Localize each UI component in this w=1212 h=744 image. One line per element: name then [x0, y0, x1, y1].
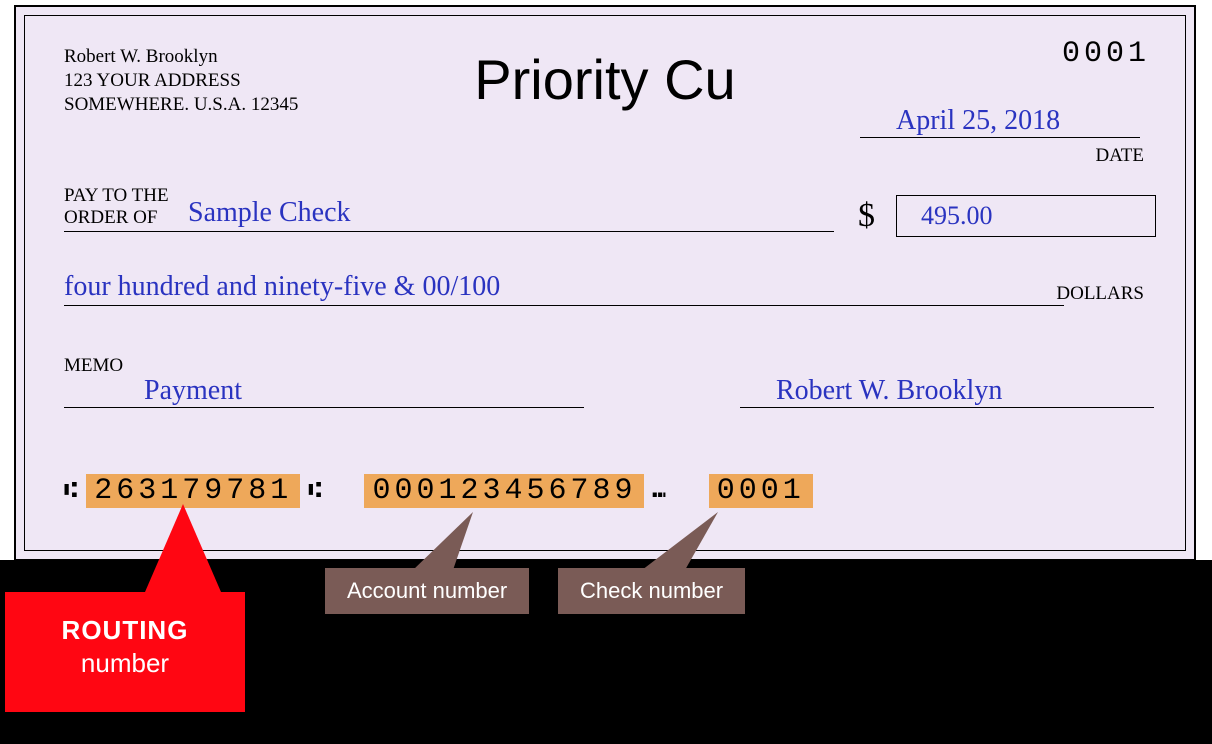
routing-callout-box: ROUTING number [5, 592, 245, 712]
memo-underline [64, 407, 584, 408]
signature: Robert W. Brooklyn [776, 375, 1002, 407]
date-label: DATE [1095, 145, 1144, 167]
account-number-highlight: 000123456789 [364, 474, 644, 508]
micr-symbol-b: ⑆ [308, 479, 322, 504]
routing-pointer-icon [143, 504, 223, 594]
checknum-pointer-icon [630, 512, 730, 572]
routing-callout: ROUTING number [5, 510, 265, 712]
memo-label: MEMO [64, 355, 123, 377]
sample-check: Robert W. Brooklyn 123 YOUR ADDRESS SOME… [14, 5, 1196, 561]
micr-symbol-c: ⑉ [652, 479, 666, 504]
signature-underline [740, 407, 1154, 408]
checknum-callout: Check number [558, 510, 745, 614]
check-diagram: Robert W. Brooklyn 123 YOUR ADDRESS SOME… [0, 0, 1212, 744]
payee-name: Sample Check [188, 197, 351, 229]
pay-to-label-2: ORDER OF [64, 207, 169, 229]
pay-to-label: PAY TO THE ORDER OF [64, 185, 169, 229]
routing-callout-l1: ROUTING [62, 615, 189, 645]
amount-words: four hundred and ninety-five & 00/100 [64, 271, 500, 303]
dollar-sign: $ [858, 197, 875, 235]
check-number-top: 0001 [1062, 37, 1150, 71]
check-number-highlight: 0001 [709, 474, 813, 508]
amount-words-underline [64, 305, 1064, 306]
bank-name: Priority Cu [16, 47, 1194, 112]
micr-symbol-a: ⑆ [64, 479, 78, 504]
dollars-label: DOLLARS [1056, 283, 1144, 305]
pay-to-label-1: PAY TO THE [64, 185, 169, 207]
amount-box: 495.00 [896, 195, 1156, 237]
account-pointer-icon [403, 512, 493, 572]
account-callout-box: Account number [325, 568, 529, 614]
date-value: April 25, 2018 [860, 105, 1140, 138]
micr-line: ⑆ 263179781 ⑆ 000123456789 ⑉ 0001 [64, 471, 1146, 511]
routing-callout-l2: number [81, 648, 169, 678]
routing-number-highlight: 263179781 [86, 474, 300, 508]
account-callout: Account number [325, 510, 529, 614]
memo-value: Payment [144, 375, 242, 407]
payee-underline [64, 231, 834, 232]
checknum-callout-box: Check number [558, 568, 745, 614]
